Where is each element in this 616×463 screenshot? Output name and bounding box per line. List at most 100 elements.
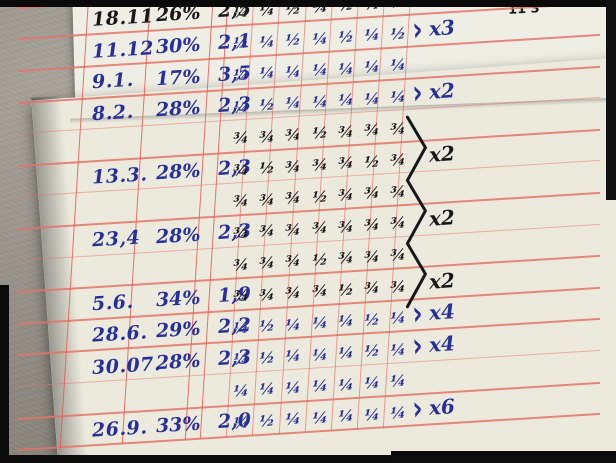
cell-fraction: ¾ — [232, 191, 250, 212]
cell-fraction: ¾ — [258, 221, 276, 242]
cell-date: 9.1. — [91, 69, 135, 94]
cell-percent: 28% — [155, 223, 202, 248]
cell-percent: 28% — [155, 349, 202, 375]
cell-fraction: ¾ — [284, 188, 302, 209]
cell-fraction: ¾ — [389, 213, 407, 234]
cell-fraction: ¾ — [363, 246, 381, 267]
cell-percent: 26% — [155, 2, 202, 27]
cell-fraction: ¼ — [232, 96, 250, 117]
cell-fraction: ¼ — [389, 339, 407, 360]
cell-multiplier: x4 — [428, 299, 457, 326]
cell-fraction: ¾ — [311, 281, 329, 302]
cell-fraction: ¾ — [284, 251, 302, 272]
cell-fraction: ¼ — [258, 63, 276, 84]
cell-fraction: ½ — [258, 347, 276, 368]
cell-fraction: ¾ — [389, 150, 407, 171]
cell-fraction: ¾ — [337, 248, 355, 269]
cell-percent: 28% — [155, 96, 202, 122]
cell-fraction: ¼ — [363, 88, 381, 109]
cell-fraction: ¼ — [284, 346, 302, 367]
cell-fraction: ½ — [363, 341, 381, 362]
cell-fraction: ¼ — [258, 31, 276, 52]
cell-fraction: ¾ — [284, 219, 302, 240]
cell-fraction: ¼ — [284, 377, 302, 398]
cell-multiplier: x3 — [428, 15, 457, 41]
bracket-chevron: › — [411, 11, 425, 50]
cell-fraction: ¼ — [389, 402, 407, 423]
cell-multiplier: x2 — [428, 78, 457, 105]
cell-fraction: ¼ — [258, 379, 276, 400]
cell-fraction: ¾ — [363, 215, 381, 235]
cell-fraction: ¼ — [232, 33, 250, 54]
cell-percent: 34% — [155, 286, 202, 312]
cell-fraction: ¼ — [337, 90, 355, 111]
cell-fraction: ¾ — [232, 286, 250, 307]
cell-fraction: ½ — [363, 309, 381, 330]
photo-border-left — [0, 285, 9, 463]
cell-fraction: ¼ — [311, 407, 329, 428]
cell-fraction: ¾ — [232, 223, 250, 243]
cell-fraction: ¾ — [337, 216, 355, 237]
cell-date: 23,4 — [91, 227, 141, 252]
cell-percent: 28% — [155, 160, 202, 185]
cell-fraction: ¾ — [337, 121, 355, 142]
cell-fraction: ¼ — [337, 58, 355, 79]
cell-fraction: ½ — [389, 23, 407, 44]
cell-fraction: ¾ — [311, 155, 329, 175]
cell-percent: 17% — [155, 65, 202, 90]
bracket-chevron: › — [411, 327, 425, 366]
cell-fraction: ¾ — [337, 153, 355, 174]
cell-fraction: ¼ — [363, 404, 381, 425]
cell-multiplier: x2 — [428, 141, 457, 168]
cell-fraction: ¾ — [363, 120, 381, 141]
cell-fraction: ¾ — [311, 218, 329, 239]
cell-fraction: ¾ — [258, 126, 276, 147]
photo-border-top — [0, 0, 616, 7]
cell-fraction: ¼ — [311, 91, 329, 112]
cell-fraction: ¼ — [363, 373, 381, 393]
cell-fraction: ½ — [337, 279, 355, 300]
cell-fraction: ¼ — [311, 60, 329, 81]
cell-fraction: ¼ — [284, 409, 302, 430]
cell-multiplier: x6 — [428, 394, 457, 421]
cell-fraction: ½ — [258, 158, 276, 179]
cell-multiplier: x2 — [428, 204, 457, 231]
cell-fraction: ¼ — [311, 376, 329, 397]
cell-date: 28.6. — [91, 321, 148, 347]
cell-date: 13.3. — [91, 163, 148, 189]
cell-fraction: ¼ — [363, 25, 381, 46]
cell-fraction: ¼ — [232, 412, 250, 433]
cell-fraction: ¾ — [389, 181, 407, 202]
cell-fraction: ¼ — [232, 381, 250, 401]
cell-fraction: ½ — [284, 30, 302, 51]
cell-fraction: ¾ — [389, 244, 407, 265]
cell-fraction: ¾ — [258, 284, 276, 305]
cell-fraction: ½ — [311, 186, 329, 207]
cell-fraction: ½ — [258, 411, 276, 431]
cell-fraction: ¾ — [232, 254, 250, 275]
cell-fraction: ½ — [337, 27, 355, 47]
cell-date: 26.9. — [91, 416, 148, 442]
cell-fraction: ¾ — [284, 156, 302, 177]
cell-fraction: ¾ — [389, 276, 407, 297]
cell-fraction: ¾ — [232, 159, 250, 180]
cell-fraction: ¼ — [337, 311, 355, 332]
cell-fraction: ¼ — [232, 65, 250, 85]
cell-fraction: ½ — [311, 249, 329, 270]
cell-fraction: ¾ — [284, 283, 302, 303]
cell-fraction: ¼ — [232, 349, 250, 370]
cell-fraction: ¼ — [284, 61, 302, 82]
photo-border-right — [606, 0, 616, 200]
cell-fraction: ¼ — [337, 406, 355, 427]
cell-fraction: ¼ — [389, 86, 407, 107]
cell-fraction: ¼ — [389, 308, 407, 329]
cell-fraction: ¼ — [337, 374, 355, 395]
cell-fraction: ¼ — [389, 371, 407, 392]
cell-fraction: ½ — [258, 316, 276, 337]
cell-fraction: ¼ — [232, 317, 250, 338]
cell-fraction: ½ — [363, 151, 381, 172]
cell-fraction: ¼ — [284, 93, 302, 114]
cell-fraction: ¾ — [232, 128, 250, 149]
cell-fraction: ¼ — [311, 28, 329, 49]
cell-date: 11.12 — [91, 37, 155, 63]
